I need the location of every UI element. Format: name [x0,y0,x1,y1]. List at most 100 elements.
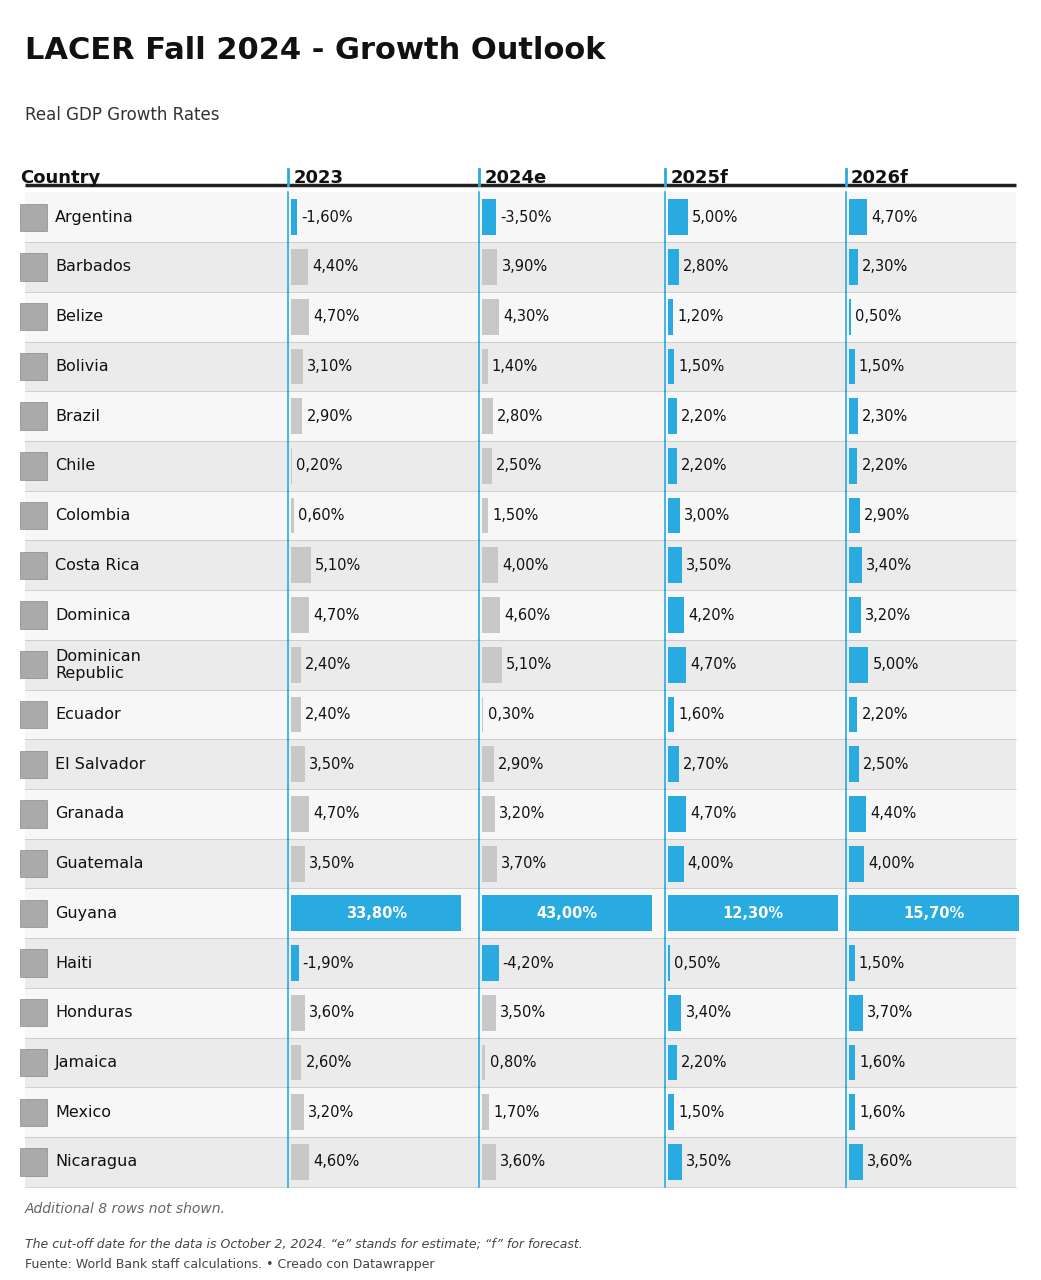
FancyBboxPatch shape [668,945,670,980]
FancyBboxPatch shape [668,1094,674,1130]
Text: Costa Rica: Costa Rica [55,558,139,572]
Text: Honduras: Honduras [55,1005,132,1020]
Text: Belize: Belize [55,310,103,324]
Text: 5,10%: 5,10% [315,558,361,572]
Text: 3,00%: 3,00% [684,508,730,524]
FancyBboxPatch shape [291,846,305,882]
FancyBboxPatch shape [20,850,47,877]
Text: 1,20%: 1,20% [677,310,723,324]
Text: 0,80%: 0,80% [489,1055,536,1070]
FancyBboxPatch shape [668,200,687,236]
FancyBboxPatch shape [482,846,497,882]
Text: Guatemala: Guatemala [55,856,144,872]
Text: 3,90%: 3,90% [502,260,548,274]
FancyBboxPatch shape [25,1088,1016,1137]
Text: 1,50%: 1,50% [859,358,905,374]
FancyBboxPatch shape [291,646,301,682]
Text: 0,50%: 0,50% [675,956,720,970]
FancyBboxPatch shape [848,1144,863,1180]
Text: 4,70%: 4,70% [690,806,737,822]
Text: 4,70%: 4,70% [871,210,917,225]
FancyBboxPatch shape [20,402,47,430]
Text: 3,60%: 3,60% [867,1155,913,1170]
FancyBboxPatch shape [20,253,47,280]
FancyBboxPatch shape [20,800,47,828]
FancyBboxPatch shape [291,696,301,732]
FancyBboxPatch shape [668,995,681,1030]
Text: 4,20%: 4,20% [688,608,735,622]
Text: 1,70%: 1,70% [493,1105,539,1120]
FancyBboxPatch shape [291,250,308,285]
Text: Barbados: Barbados [55,260,131,274]
FancyBboxPatch shape [20,1000,47,1027]
Text: 3,50%: 3,50% [686,1155,732,1170]
Text: 2,20%: 2,20% [862,458,908,474]
Text: Additional 8 rows not shown.: Additional 8 rows not shown. [25,1202,226,1216]
FancyBboxPatch shape [25,490,1016,540]
Text: 2025f: 2025f [670,169,728,187]
FancyBboxPatch shape [25,192,1016,242]
Text: 2024e: 2024e [484,169,547,187]
FancyBboxPatch shape [291,298,309,334]
FancyBboxPatch shape [482,646,502,682]
Text: 3,70%: 3,70% [501,856,547,872]
Text: The cut-off date for the data is October 2, 2024. “e” stands for estimate; “f” f: The cut-off date for the data is October… [25,1238,583,1251]
FancyBboxPatch shape [848,298,850,334]
FancyBboxPatch shape [668,298,672,334]
FancyBboxPatch shape [848,796,866,832]
FancyBboxPatch shape [848,548,862,584]
FancyBboxPatch shape [20,900,47,927]
FancyBboxPatch shape [482,498,488,534]
FancyBboxPatch shape [291,896,461,932]
Text: 2,20%: 2,20% [681,1055,728,1070]
Text: 1,40%: 1,40% [491,358,538,374]
Text: 2,90%: 2,90% [864,508,911,524]
Text: Argentina: Argentina [55,210,133,225]
FancyBboxPatch shape [668,796,686,832]
FancyBboxPatch shape [291,796,309,832]
Text: 1,60%: 1,60% [859,1055,906,1070]
FancyBboxPatch shape [25,640,1016,690]
FancyBboxPatch shape [291,348,303,384]
FancyBboxPatch shape [20,552,47,579]
Text: 5,00%: 5,00% [872,657,919,672]
FancyBboxPatch shape [848,596,861,632]
Text: 4,60%: 4,60% [504,608,551,622]
FancyBboxPatch shape [25,590,1016,640]
FancyBboxPatch shape [20,1148,47,1175]
FancyBboxPatch shape [291,1044,301,1080]
FancyBboxPatch shape [25,1038,1016,1088]
FancyBboxPatch shape [482,1044,485,1080]
FancyBboxPatch shape [25,740,1016,788]
Text: 0,20%: 0,20% [296,458,342,474]
Text: 4,40%: 4,40% [870,806,916,822]
Text: 4,00%: 4,00% [868,856,915,872]
Text: 12,30%: 12,30% [722,906,784,920]
Text: 1,60%: 1,60% [859,1105,906,1120]
Text: Dominican
Republic: Dominican Republic [55,649,141,681]
Text: 1,50%: 1,50% [859,956,905,970]
FancyBboxPatch shape [25,938,1016,988]
FancyBboxPatch shape [668,498,680,534]
FancyBboxPatch shape [20,204,47,230]
FancyBboxPatch shape [482,398,493,434]
Text: -4,20%: -4,20% [503,956,555,970]
FancyBboxPatch shape [482,596,500,632]
FancyBboxPatch shape [291,945,299,980]
FancyBboxPatch shape [668,1044,677,1080]
Text: Nicaragua: Nicaragua [55,1155,137,1170]
FancyBboxPatch shape [25,242,1016,292]
FancyBboxPatch shape [668,896,838,932]
FancyBboxPatch shape [482,1144,497,1180]
FancyBboxPatch shape [668,846,684,882]
FancyBboxPatch shape [668,1144,682,1180]
Text: 0,60%: 0,60% [298,508,345,524]
Text: Jamaica: Jamaica [55,1055,118,1070]
Text: 15,70%: 15,70% [904,906,964,920]
FancyBboxPatch shape [20,602,47,628]
Text: 1,50%: 1,50% [492,508,538,524]
FancyBboxPatch shape [291,746,305,782]
FancyBboxPatch shape [848,398,858,434]
Text: 2,30%: 2,30% [862,408,908,424]
FancyBboxPatch shape [848,498,860,534]
